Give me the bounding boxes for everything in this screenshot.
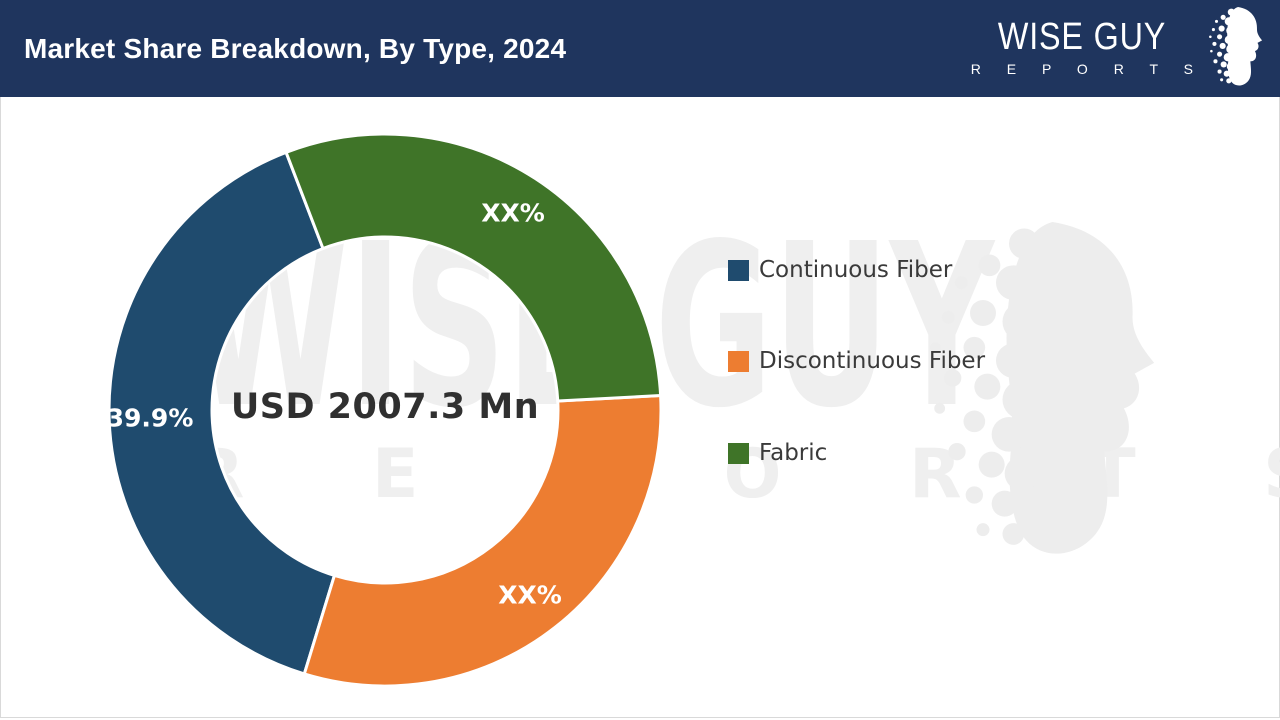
wiseguy-face-icon bbox=[1209, 7, 1263, 86]
wedge-continuous-fiber bbox=[107, 150, 336, 676]
page-title: Market Share Breakdown, By Type, 2024 bbox=[24, 32, 567, 64]
wedge-discontinuous-fiber bbox=[302, 394, 663, 688]
legend-label-fabric: Fabric bbox=[759, 439, 828, 466]
wiseguy-logo: WISE GUY R E P O R T S bbox=[960, 6, 1268, 88]
pct-label-fabric: XX% bbox=[481, 198, 545, 228]
donut-chart bbox=[100, 125, 670, 695]
pct-label-continuous-fiber: 39.9% bbox=[106, 403, 194, 433]
wiseguy-logo-brand: WISE GUY bbox=[997, 16, 1167, 59]
legend-label-continuous-fiber: Continuous Fiber bbox=[759, 257, 953, 283]
donut-center-value: USD 2007.3 Mn bbox=[230, 387, 540, 427]
legend-swatch-continuous-fiber-icon bbox=[728, 260, 749, 282]
legend-swatch-fabric-icon bbox=[728, 442, 749, 464]
chart-legend: Continuous Fiber Discontinuous Fiber Fab… bbox=[728, 257, 986, 466]
legend-item-continuous-fiber: Continuous Fiber bbox=[728, 257, 985, 283]
legend-item-fabric: Fabric bbox=[728, 439, 985, 466]
pct-label-discontinuous-fiber: XX% bbox=[498, 580, 562, 610]
wedge-fabric bbox=[284, 132, 663, 403]
wiseguy-logo-reports: R E P O R T S bbox=[970, 60, 1204, 77]
header-bar: Market Share Breakdown, By Type, 2024 WI… bbox=[0, 0, 1280, 97]
wiseguy-logo-text: WISE GUY R E P O R T S bbox=[960, 16, 1204, 77]
legend-item-discontinuous-fiber: Discontinuous Fiber bbox=[728, 348, 986, 375]
legend-label-discontinuous-fiber: Discontinuous Fiber bbox=[759, 348, 986, 375]
legend-swatch-discontinuous-fiber-icon bbox=[728, 351, 749, 373]
donut-chart-svg bbox=[107, 132, 663, 688]
